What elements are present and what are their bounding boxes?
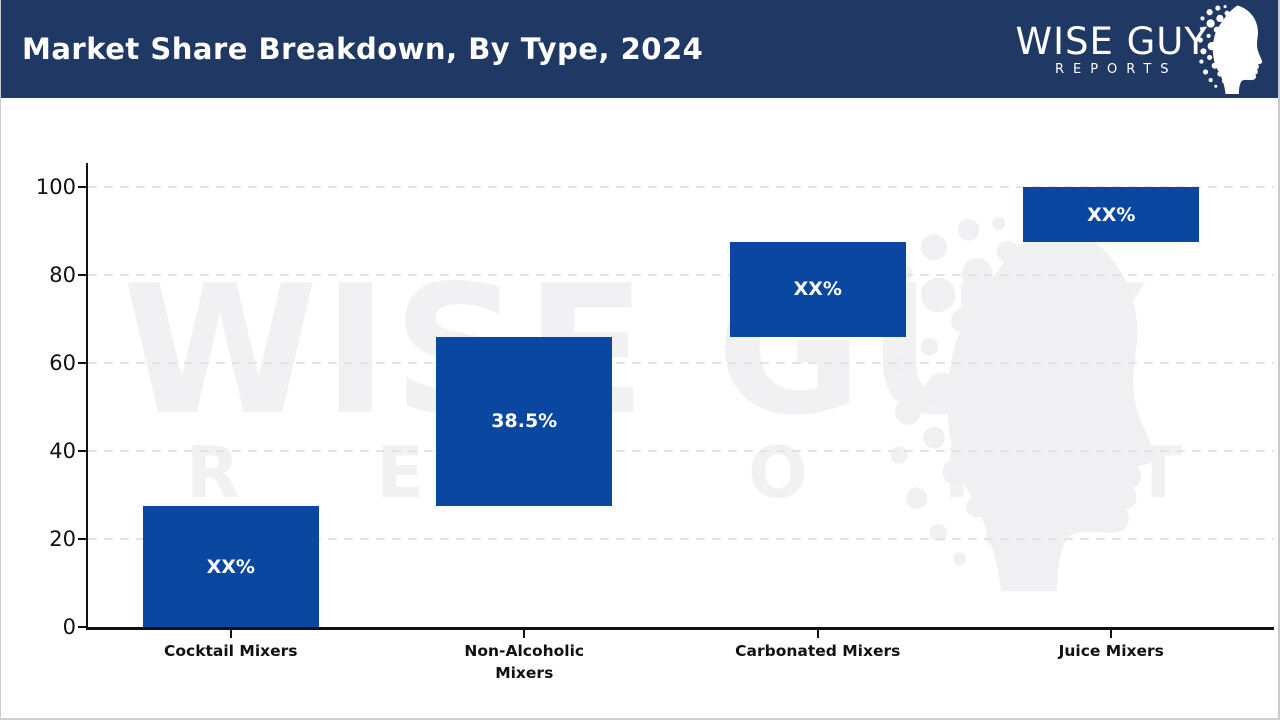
y-axis-tick-label: 80: [49, 263, 76, 287]
bar-segment: XX%: [1023, 187, 1200, 242]
x-axis-category-label: Carbonated Mixers: [735, 642, 901, 660]
header-bar: Market Share Breakdown, By Type, 2024 WI…: [0, 0, 1280, 98]
y-axis-tick-label: 60: [49, 351, 76, 375]
y-axis-tick-label: 40: [49, 439, 76, 463]
brand-logo-text: WISE GUY REPORTS: [1016, 23, 1208, 76]
y-axis-tick-mark: [78, 274, 86, 276]
x-axis-tick-mark: [523, 630, 526, 638]
y-axis-tick-label: 100: [35, 175, 76, 199]
bar-value-label: 38.5%: [491, 410, 558, 433]
y-axis-tick-mark: [78, 362, 86, 364]
x-axis-tick-mark: [1110, 630, 1113, 638]
bar-value-label: XX%: [206, 555, 255, 578]
x-axis-category-label: Non-Alcoholic Mixers: [464, 642, 585, 682]
gridline: [88, 450, 1274, 452]
y-axis-tick-mark: [78, 450, 86, 452]
y-axis-tick-mark: [78, 538, 86, 540]
gridline: [88, 538, 1274, 540]
watermark-face-logo-icon: [882, 212, 1174, 592]
gridline: [88, 274, 1274, 276]
y-axis-line: [86, 163, 88, 629]
brand-name: WISE GUY: [1015, 19, 1208, 63]
y-axis-tick-mark: [78, 626, 86, 628]
gridline: [88, 186, 1274, 188]
y-axis-tick-label: 20: [49, 527, 76, 551]
page-title: Market Share Breakdown, By Type, 2024: [22, 32, 704, 66]
gridline: [88, 362, 1274, 364]
x-axis-category-label: Juice Mixers: [1058, 642, 1164, 660]
x-axis-tick-mark: [229, 630, 232, 638]
x-axis-category-label: Cocktail Mixers: [163, 642, 298, 660]
y-axis-tick-label: 0: [62, 615, 76, 639]
bar-value-label: XX%: [793, 278, 842, 301]
bar-segment: 38.5%: [436, 336, 613, 506]
y-axis-tick-mark: [78, 186, 86, 188]
x-axis-tick-mark: [816, 630, 819, 638]
bar-value-label: XX%: [1087, 203, 1136, 226]
bar-segment: XX%: [729, 242, 906, 337]
bar-segment: XX%: [142, 506, 319, 627]
x-axis-line: [86, 627, 1274, 630]
brand-subname: REPORTS: [1054, 61, 1178, 77]
brand-logo: WISE GUY REPORTS: [1016, 4, 1270, 94]
